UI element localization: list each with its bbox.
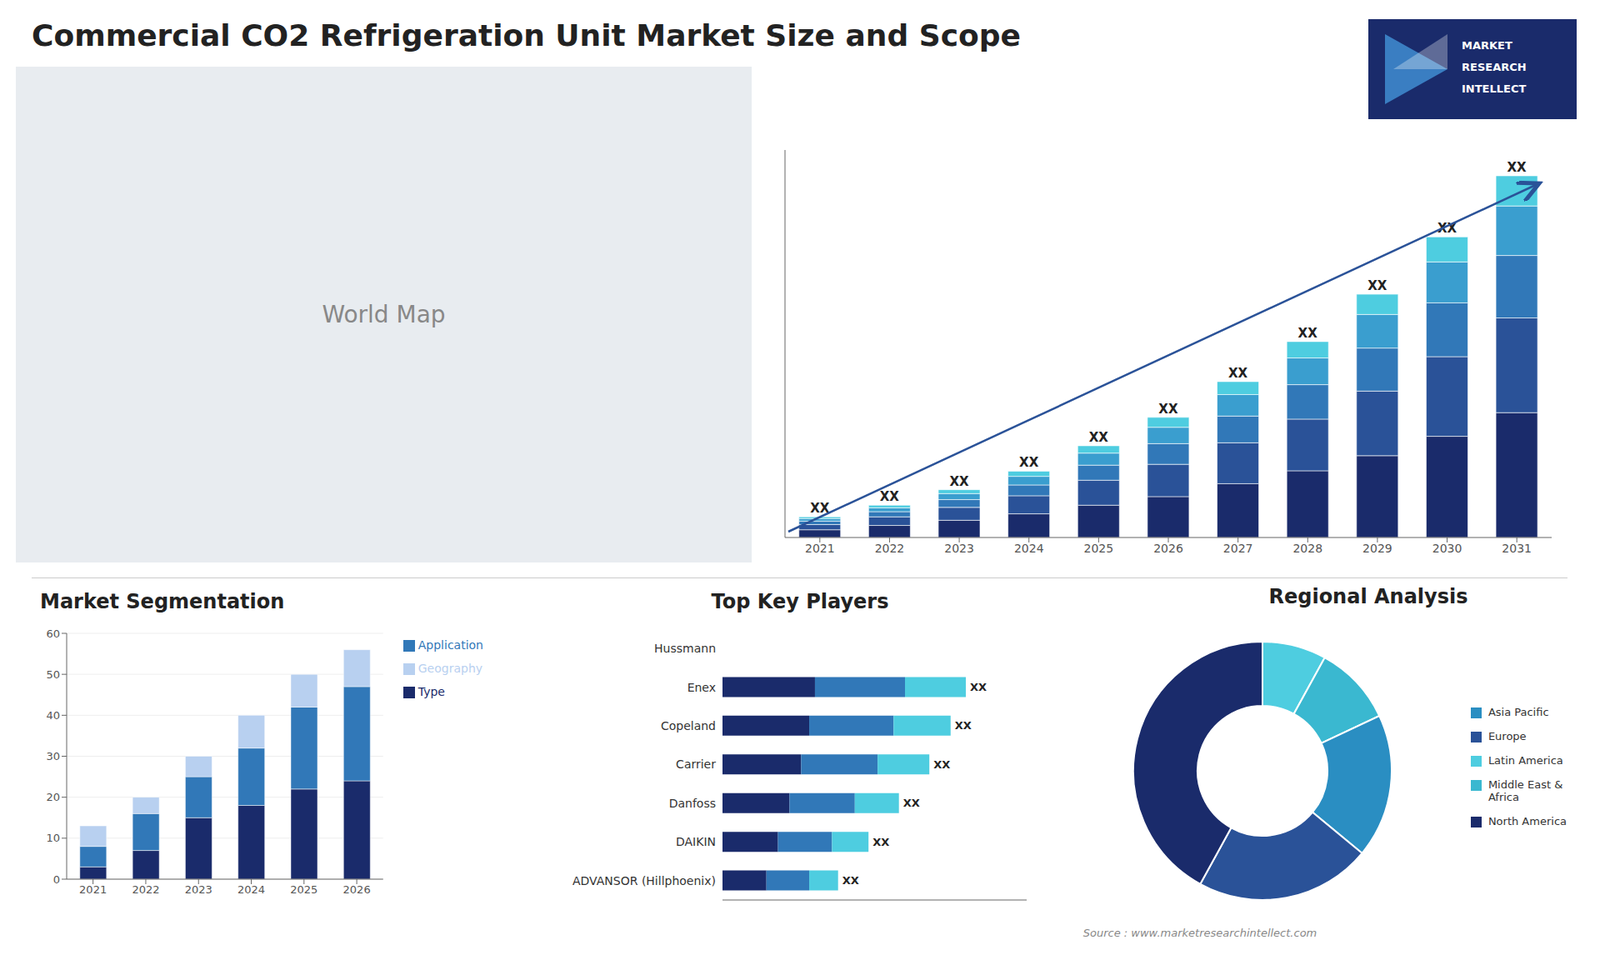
html-text:North America: North America: [1488, 815, 1567, 828]
svg-text:2021: 2021: [79, 883, 107, 896]
svg-text:50: 50: [45, 668, 60, 681]
svg-text:XX: XX: [1298, 325, 1319, 341]
svg-text:2030: 2030: [1432, 541, 1463, 555]
svg-text:2027: 2027: [1223, 541, 1254, 555]
svg-text:2023: 2023: [944, 541, 975, 555]
svg-text:XX: XX: [810, 500, 830, 516]
svg-text:30: 30: [45, 750, 60, 763]
svg-text:XX: XX: [1507, 160, 1528, 175]
svg-text:10: 10: [45, 831, 60, 845]
svg-text:2025: 2025: [1084, 541, 1115, 555]
svg-text:2026: 2026: [343, 883, 371, 896]
svg-text:XX: XX: [970, 680, 987, 694]
svg-text:XX: XX: [903, 796, 920, 810]
svg-text:XX: XX: [842, 874, 860, 887]
svg-text:2023: 2023: [185, 883, 213, 896]
html-text:World Map: World Map: [322, 300, 446, 329]
svg-text:Copeland: Copeland: [660, 719, 716, 733]
svg-text:XX: XX: [872, 835, 890, 849]
html-text:Asia Pacific: Asia Pacific: [1488, 705, 1549, 719]
html-text:Market Segmentation: Market Segmentation: [40, 590, 285, 614]
svg-text:Enex: Enex: [687, 680, 716, 695]
html-text:Europe: Europe: [1488, 730, 1527, 743]
svg-text:2026: 2026: [1153, 541, 1184, 555]
html-text:Application: Application: [418, 638, 484, 652]
svg-text:2022: 2022: [875, 541, 905, 555]
svg-text:40: 40: [45, 709, 60, 722]
svg-text:ADVANSOR (Hillphoenix): ADVANSOR (Hillphoenix): [572, 874, 716, 888]
html-text:Type: Type: [418, 685, 445, 699]
svg-text:2031: 2031: [1501, 541, 1532, 555]
svg-text:2025: 2025: [290, 883, 318, 896]
html-text:Top Key Players: Top Key Players: [711, 590, 889, 614]
svg-text:20: 20: [45, 790, 60, 804]
html-text:INTELLECT: INTELLECT: [1461, 82, 1527, 95]
svg-text:2021: 2021: [805, 541, 835, 555]
svg-text:2028: 2028: [1292, 541, 1323, 555]
html-text:Latin America: Latin America: [1488, 754, 1564, 767]
svg-text:Carrier: Carrier: [675, 757, 716, 771]
svg-text:XX: XX: [933, 758, 950, 771]
svg-text:XX: XX: [955, 719, 972, 732]
html-text:Commercial CO2 Refrigeration U: Commercial CO2 Refrigeration Unit Market…: [31, 18, 1021, 53]
svg-text:XX: XX: [1019, 455, 1040, 470]
svg-text:DAIKIN: DAIKIN: [675, 835, 716, 849]
svg-text:XX: XX: [1367, 278, 1388, 294]
html-text:Africa: Africa: [1488, 790, 1520, 804]
html-text:Regional Analysis: Regional Analysis: [1268, 585, 1468, 609]
svg-text:2024: 2024: [237, 883, 265, 896]
svg-text:2024: 2024: [1014, 541, 1045, 555]
svg-text:XX: XX: [1228, 365, 1249, 381]
svg-text:60: 60: [45, 627, 60, 640]
svg-text:XX: XX: [949, 474, 970, 490]
svg-text:Hussmann: Hussmann: [654, 641, 716, 655]
html-text:RESEARCH: RESEARCH: [1461, 60, 1527, 74]
svg-text:XX: XX: [1089, 430, 1110, 445]
svg-text:2022: 2022: [131, 883, 160, 896]
svg-text:XX: XX: [1437, 220, 1458, 236]
svg-text:0: 0: [53, 873, 60, 886]
svg-text:XX: XX: [1158, 401, 1179, 417]
html-text:Source : www.marketresearchint: Source : www.marketresearchintellect.com: [1083, 926, 1317, 940]
svg-text:XX: XX: [880, 489, 900, 505]
html-text:Middle East &: Middle East &: [1488, 778, 1563, 791]
svg-text:2029: 2029: [1362, 541, 1393, 555]
html-text:MARKET: MARKET: [1461, 39, 1513, 52]
svg-text:Danfoss: Danfoss: [669, 796, 716, 810]
html-text:Geography: Geography: [418, 661, 483, 675]
